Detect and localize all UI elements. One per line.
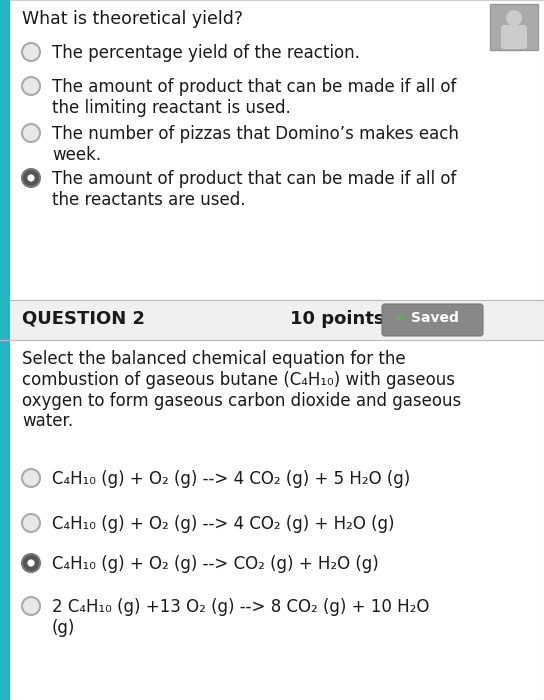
Text: 10 points: 10 points: [290, 310, 385, 328]
Circle shape: [22, 469, 40, 487]
Text: C₄H₁₀ (g) + O₂ (g) --> 4 CO₂ (g) + 5 H₂O (g): C₄H₁₀ (g) + O₂ (g) --> 4 CO₂ (g) + 5 H₂O…: [52, 470, 410, 488]
Bar: [490, 4, 538, 50]
Circle shape: [22, 43, 40, 61]
Circle shape: [506, 10, 522, 26]
Circle shape: [27, 174, 35, 181]
Circle shape: [22, 514, 40, 532]
Bar: [0, 340, 10, 700]
Bar: [0, 300, 10, 340]
Text: C₄H₁₀ (g) + O₂ (g) --> 4 CO₂ (g) + H₂O (g): C₄H₁₀ (g) + O₂ (g) --> 4 CO₂ (g) + H₂O (…: [52, 515, 394, 533]
Bar: [0, 0, 10, 300]
Circle shape: [22, 554, 40, 572]
Circle shape: [22, 124, 40, 142]
Text: QUESTION 2: QUESTION 2: [22, 310, 145, 328]
Bar: [0, 300, 544, 340]
FancyBboxPatch shape: [382, 304, 483, 336]
Text: 2 C₄H₁₀ (g) +13 O₂ (g) --> 8 CO₂ (g) + 10 H₂O
(g): 2 C₄H₁₀ (g) +13 O₂ (g) --> 8 CO₂ (g) + 1…: [52, 598, 429, 637]
Text: Saved: Saved: [411, 311, 459, 325]
Circle shape: [22, 169, 40, 187]
Text: The amount of product that can be made if all of
the reactants are used.: The amount of product that can be made i…: [52, 170, 456, 209]
Text: The percentage yield of the reaction.: The percentage yield of the reaction.: [52, 44, 360, 62]
FancyBboxPatch shape: [501, 25, 527, 49]
Bar: [0, 0, 544, 300]
Text: The amount of product that can be made if all of
the limiting reactant is used.: The amount of product that can be made i…: [52, 78, 456, 117]
Text: What is theoretical yield?: What is theoretical yield?: [22, 10, 243, 28]
Text: ✓: ✓: [395, 311, 406, 325]
Circle shape: [27, 559, 35, 566]
Circle shape: [22, 597, 40, 615]
Text: Select the balanced chemical equation for the
combustion of gaseous butane (C₄H₁: Select the balanced chemical equation fo…: [22, 350, 461, 430]
Circle shape: [22, 77, 40, 95]
Text: C₄H₁₀ (g) + O₂ (g) --> CO₂ (g) + H₂O (g): C₄H₁₀ (g) + O₂ (g) --> CO₂ (g) + H₂O (g): [52, 555, 379, 573]
Bar: [0, 340, 544, 700]
Text: The number of pizzas that Domino’s makes each
week.: The number of pizzas that Domino’s makes…: [52, 125, 459, 164]
